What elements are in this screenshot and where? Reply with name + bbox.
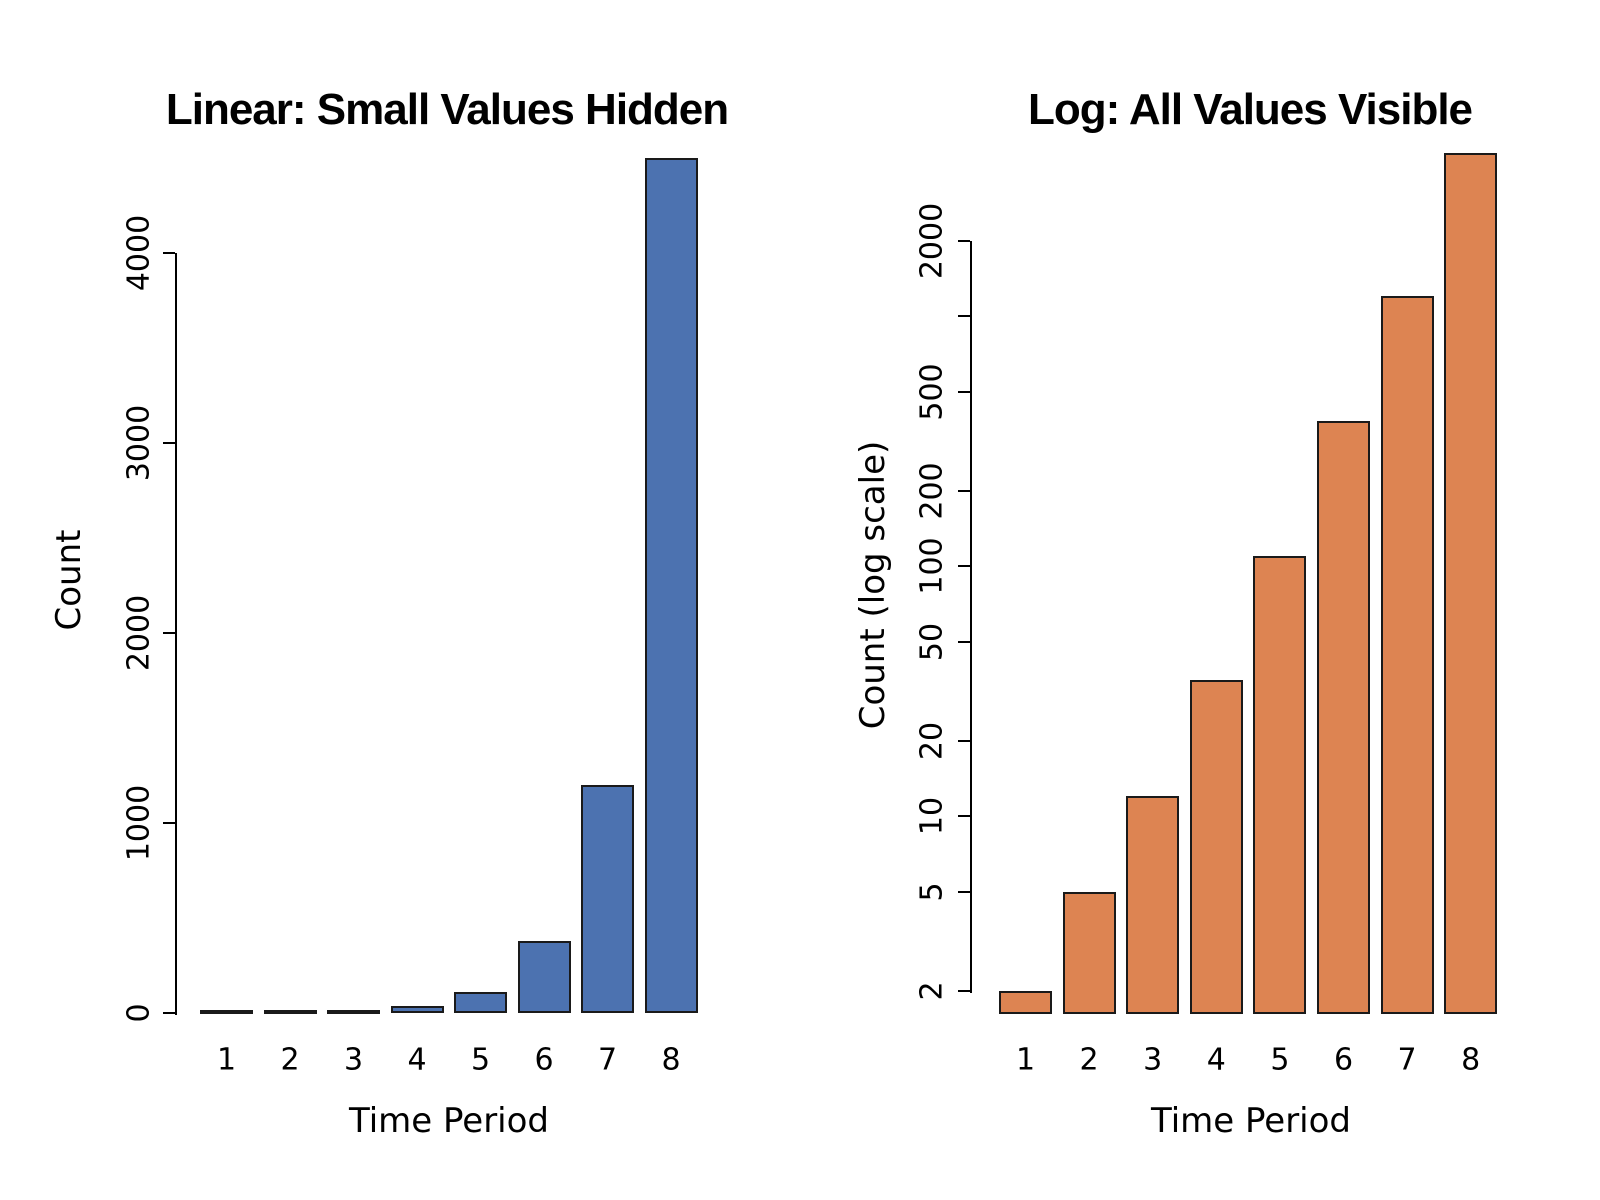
chart-title-log: Log: All Values Visible	[1027, 84, 1473, 134]
y-tick-mark	[163, 822, 175, 824]
x-axis-label-linear: Time Period	[348, 1101, 550, 1141]
y-tick-mark	[163, 632, 175, 634]
bar-period-3	[1126, 796, 1180, 1014]
y-tick-label: 2	[914, 981, 950, 1001]
x-tick-label: 3	[1143, 1042, 1163, 1078]
y-tick-mark	[958, 240, 970, 242]
y-tick-mark	[958, 315, 970, 318]
x-tick-label: 7	[597, 1042, 618, 1078]
bar-period-8	[1444, 152, 1498, 1014]
y-tick-mark	[163, 252, 175, 254]
x-tick-label: 5	[470, 1042, 491, 1078]
bar-period-5	[1253, 555, 1307, 1014]
y-axis-line	[175, 253, 177, 1015]
bar-period-7	[1380, 296, 1434, 1014]
y-tick-mark	[163, 442, 175, 444]
x-tick-label: 7	[1397, 1042, 1417, 1078]
y-tick-label: 500	[914, 362, 950, 421]
y-tick-mark	[958, 990, 970, 992]
x-tick-label: 4	[1206, 1042, 1226, 1078]
bar-period-6	[517, 940, 571, 1013]
chart-title-linear: Linear: Small Values Hidden	[165, 84, 729, 134]
bar-period-8	[644, 158, 698, 1013]
x-axis-label-log: Time Period	[1150, 1101, 1352, 1141]
y-tick-label: 20	[914, 721, 950, 761]
y-tick-mark	[958, 390, 970, 393]
y-tick-mark	[958, 815, 970, 818]
x-tick-label: 2	[1079, 1042, 1099, 1078]
x-tick-label: 6	[1333, 1042, 1354, 1078]
x-tick-label: 3	[343, 1042, 364, 1078]
bar-period-6	[1317, 421, 1370, 1014]
x-tick-label: 2	[280, 1042, 300, 1078]
bar-period-4	[1189, 680, 1243, 1014]
y-tick-mark	[958, 640, 970, 643]
y-tick-label: 10	[914, 797, 950, 836]
y-tick-label: 100	[914, 537, 950, 595]
bar-period-5	[454, 992, 507, 1013]
x-tick-label: 6	[534, 1042, 554, 1078]
x-tick-label: 8	[1461, 1042, 1481, 1078]
y-tick-mark	[958, 890, 970, 893]
x-tick-label: 8	[661, 1042, 681, 1078]
x-tick-label: 5	[1270, 1042, 1290, 1078]
bar-period-1	[200, 1010, 253, 1014]
bar-period-2	[263, 1010, 317, 1014]
y-tick-mark	[958, 740, 970, 742]
y-tick-mark	[958, 565, 970, 568]
bar-period-3	[327, 1010, 380, 1014]
y-tick-mark	[163, 1012, 175, 1014]
y-tick-label: 5	[914, 881, 950, 902]
bar-period-7	[581, 785, 634, 1013]
bar-period-1	[999, 991, 1052, 1014]
y-tick-label: 2000	[914, 202, 950, 280]
y-axis-line	[970, 241, 972, 993]
x-tick-label: 1	[216, 1042, 237, 1078]
x-tick-label: 1	[1015, 1042, 1036, 1078]
x-tick-label: 4	[407, 1042, 427, 1078]
bar-period-2	[1062, 891, 1116, 1014]
y-tick-mark	[958, 490, 970, 492]
bar-period-4	[390, 1006, 444, 1013]
y-tick-label: 50	[914, 622, 950, 661]
y-tick-label: 200	[914, 462, 950, 520]
